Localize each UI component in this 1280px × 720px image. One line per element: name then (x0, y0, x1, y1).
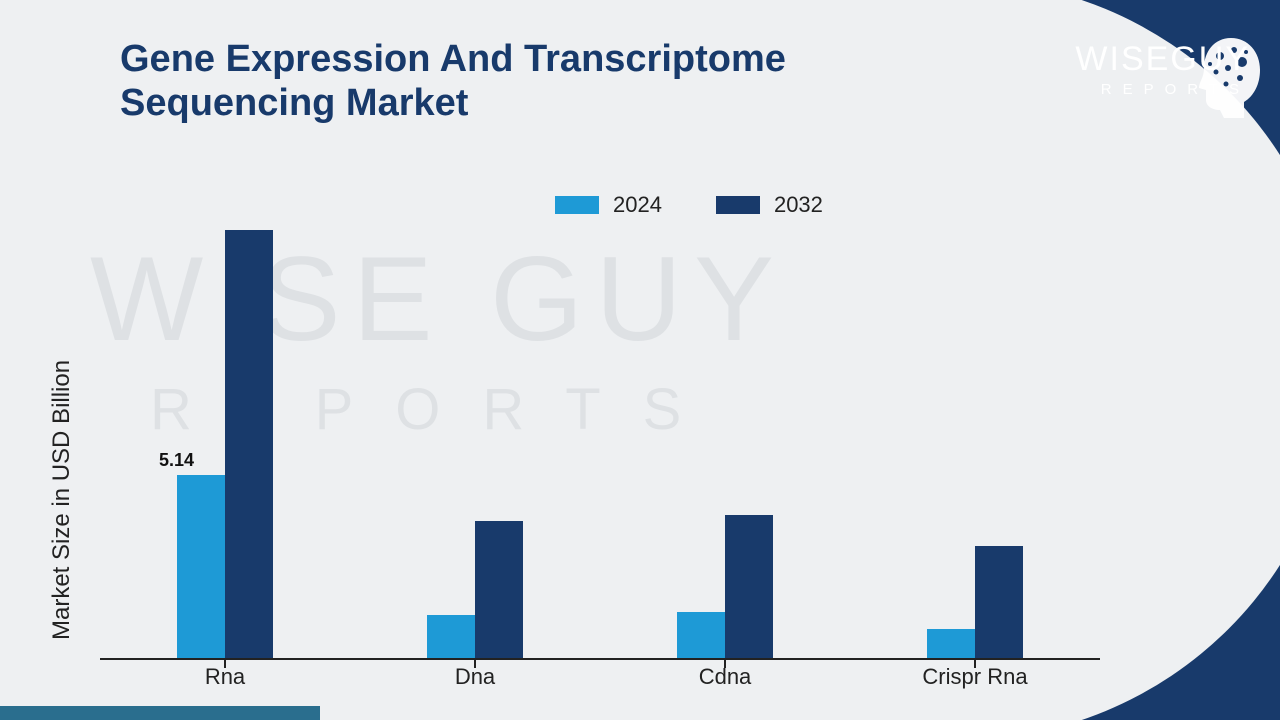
brand-logo: WISEGUY REPORTS (990, 40, 1250, 98)
x-tick-label: Dna (350, 664, 600, 690)
plot-area: 5.14 (100, 230, 1100, 660)
x-tick-label: Cdna (600, 664, 850, 690)
bar-groups: 5.14 (100, 230, 1100, 658)
legend-swatch-2024 (555, 196, 599, 214)
y-axis-label: Market Size in USD Billion (48, 360, 76, 640)
chart-card: WISE GUY REPORTS Gene Expression And Tra… (0, 0, 1280, 720)
bar (725, 515, 773, 658)
x-axis-labels: RnaDnaCdnaCrispr Rna (100, 664, 1100, 690)
legend-label-2024: 2024 (613, 192, 662, 218)
bar (177, 475, 225, 658)
bar-group (350, 230, 600, 658)
x-tick-label: Rna (100, 664, 350, 690)
bar-group (850, 230, 1100, 658)
legend-label-2032: 2032 (774, 192, 823, 218)
logo-line2: REPORTS (990, 81, 1250, 98)
x-axis-line (100, 658, 1100, 660)
bar (677, 612, 725, 658)
chart-title: Gene Expression And Transcriptome Sequen… (120, 38, 880, 125)
logo-word-wise: WISE (1075, 40, 1170, 78)
legend-item-2032: 2032 (716, 192, 823, 218)
bar-pair (677, 515, 773, 658)
bar-group: 5.14 (100, 230, 350, 658)
bottom-accent-bar (0, 706, 320, 720)
bar-pair (927, 546, 1023, 658)
bar-group (600, 230, 850, 658)
legend-swatch-2032 (716, 196, 760, 214)
legend: 2024 2032 (555, 192, 823, 218)
bar-pair (427, 521, 523, 658)
legend-item-2024: 2024 (555, 192, 662, 218)
bar (975, 546, 1023, 658)
logo-word-guy: GUY (1170, 40, 1250, 78)
bar-value-label: 5.14 (159, 450, 194, 471)
bar (927, 629, 975, 658)
logo-line1: WISEGUY (990, 40, 1250, 79)
bar-pair (177, 230, 273, 658)
bar (427, 615, 475, 658)
bar (225, 230, 273, 658)
x-tick-label: Crispr Rna (850, 664, 1100, 690)
bar (475, 521, 523, 658)
